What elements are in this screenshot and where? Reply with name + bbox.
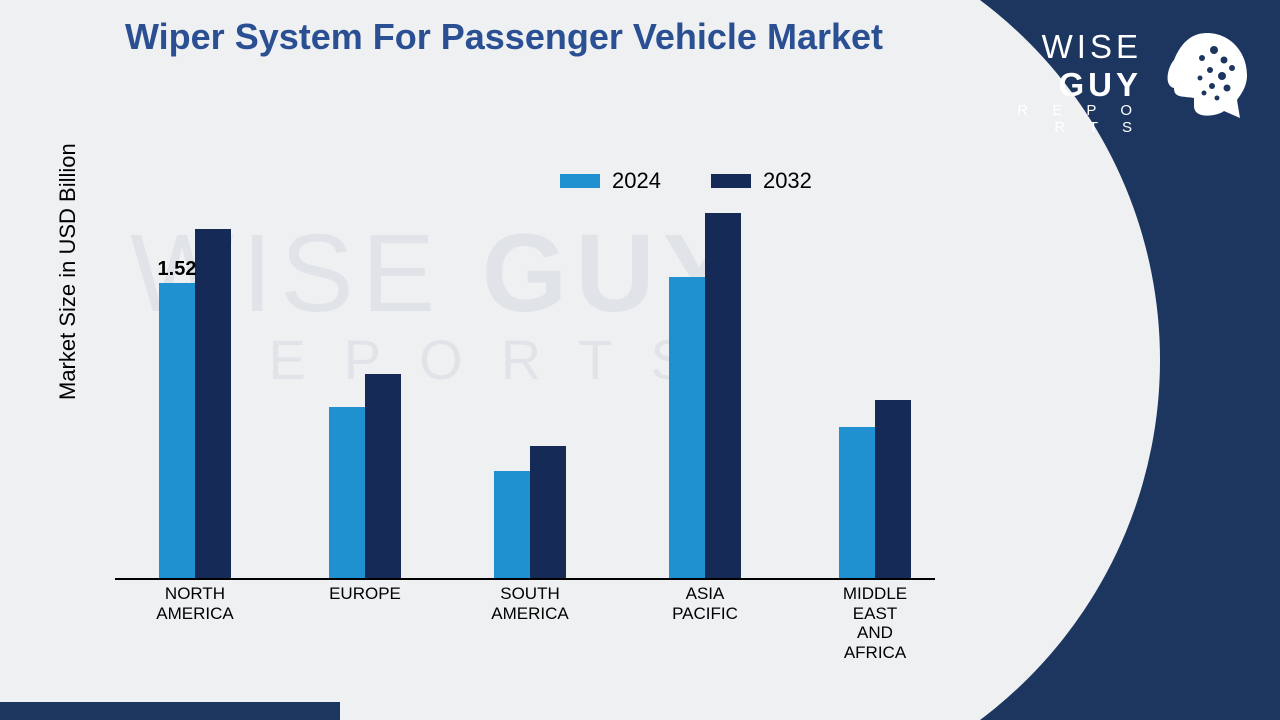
category-label-2: SOUTHAMERICA [470,584,590,623]
bar-2032-3 [705,213,741,578]
bar-2024-1 [329,407,365,578]
bar-2032-2 [530,446,566,578]
bar-2024-0 [159,283,195,578]
footer-accent-bar [0,702,340,720]
bar-2024-2 [494,471,530,578]
category-label-0: NORTHAMERICA [135,584,255,623]
data-label: 1.52 [147,258,207,281]
chart-title: Wiper System For Passenger Vehicle Marke… [125,15,885,58]
brand-line1a: WISE [1042,28,1142,65]
category-label-4: MIDDLEEASTANDAFRICA [815,584,935,662]
bar-2032-4 [875,400,911,578]
x-axis-baseline [115,578,935,580]
legend-swatch-1 [711,174,751,188]
y-axis-label: Market Size in USD Billion [55,143,81,400]
bar-2024-3 [669,277,705,578]
legend-swatch-0 [560,174,600,188]
bar-2024-4 [839,427,875,578]
category-label-1: EUROPE [305,584,425,604]
chart-canvas: WISE GUY REPORTS Wiper System For Passen… [0,0,1280,720]
brand-line1b: GUY [1058,66,1142,103]
brand-head-icon [1152,28,1252,123]
category-label-3: ASIAPACIFIC [645,584,765,623]
brand-line2: R E P O R T S [992,102,1142,136]
bar-2032-1 [365,374,401,578]
bar-2032-0 [195,229,231,578]
plot-area: NORTHAMERICAEUROPESOUTHAMERICAASIAPACIFI… [115,190,935,580]
